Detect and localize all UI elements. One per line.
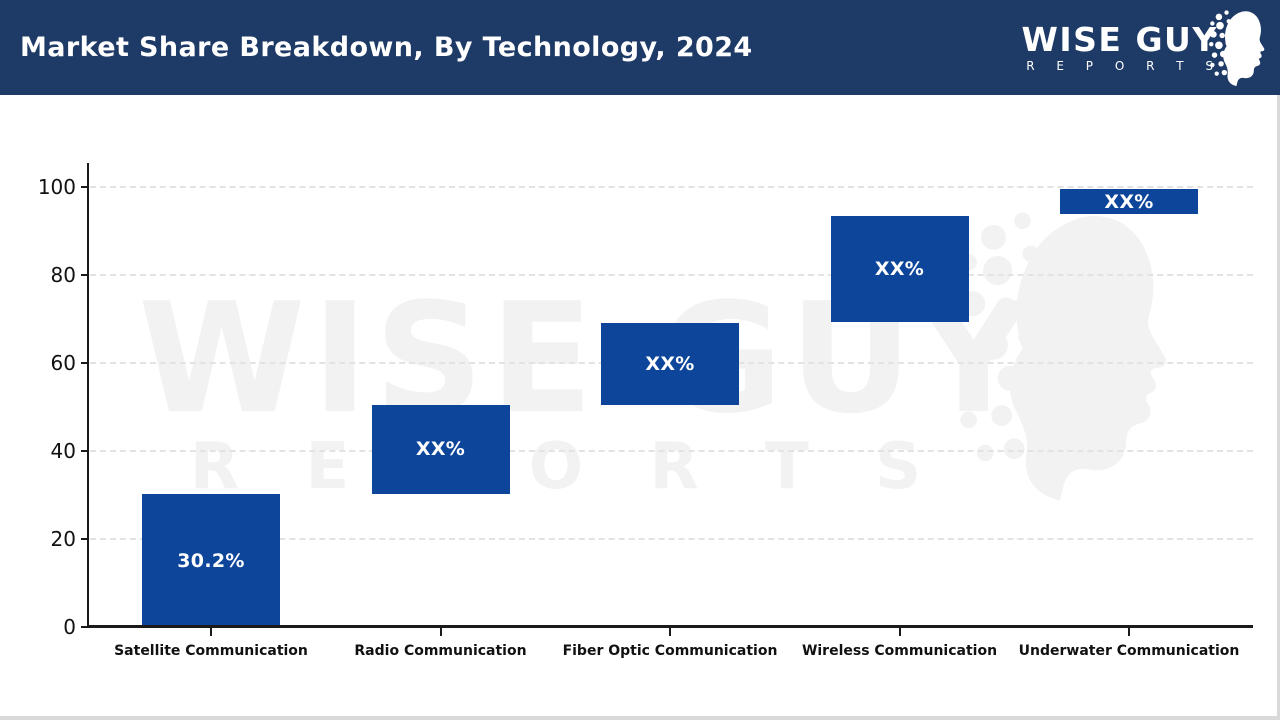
bar-1: 30.2% bbox=[142, 494, 280, 627]
y-tick-mark bbox=[81, 186, 88, 188]
y-tick-mark bbox=[81, 538, 88, 540]
bar-value-label: XX% bbox=[645, 352, 695, 375]
x-axis-line bbox=[87, 625, 1253, 628]
gridline-80 bbox=[90, 274, 1253, 276]
bar-3: XX% bbox=[601, 322, 739, 405]
y-tick-label: 100 bbox=[37, 175, 76, 199]
watermark-subtext: R E P O R T S bbox=[190, 430, 944, 504]
bar-value-label: XX% bbox=[1104, 190, 1154, 213]
y-tick-label: 80 bbox=[50, 263, 76, 287]
logo-wordmark: WISE GUY bbox=[1021, 19, 1218, 59]
gridline-100 bbox=[90, 186, 1253, 188]
y-tick-mark bbox=[81, 362, 88, 364]
y-tick-label: 60 bbox=[50, 351, 76, 375]
y-tick-label: 40 bbox=[50, 439, 76, 463]
gridline-40 bbox=[90, 450, 1253, 452]
x-category-label: Fiber Optic Communication bbox=[562, 643, 778, 659]
x-category-label: Radio Communication bbox=[354, 643, 527, 659]
x-tick-mark bbox=[898, 628, 901, 636]
bar-5: XX% bbox=[1060, 189, 1198, 214]
page-right-border bbox=[1277, 95, 1280, 720]
logo-subtitle: R E P O R T S bbox=[1026, 59, 1222, 74]
x-category-label: Underwater Communication bbox=[1018, 643, 1240, 659]
gridline-20 bbox=[90, 538, 1253, 540]
wise-guy-logo: WISE GUY R E P O R T S bbox=[1017, 7, 1268, 89]
x-tick-mark bbox=[1128, 628, 1130, 636]
bar-value-label: 30.2% bbox=[177, 549, 245, 572]
page-title: Market Share Breakdown, By Technology, 2… bbox=[20, 32, 753, 63]
bar-2: XX% bbox=[371, 404, 510, 495]
y-axis-line bbox=[87, 163, 89, 625]
x-tick-mark bbox=[669, 628, 671, 636]
y-tick-mark bbox=[81, 450, 88, 452]
x-category-label: Wireless Communication bbox=[801, 643, 998, 659]
y-tick-label: 0 bbox=[63, 615, 76, 639]
header-bar: Market Share Breakdown, By Technology, 2… bbox=[0, 0, 1280, 95]
logo-text: WISE GUY R E P O R T S bbox=[1017, 19, 1222, 74]
y-tick-label: 20 bbox=[50, 527, 76, 551]
watermark-face-icon bbox=[956, 212, 1167, 501]
page-bottom-border bbox=[0, 716, 1280, 720]
x-tick-mark bbox=[439, 628, 442, 636]
bar-value-label: XX% bbox=[415, 438, 466, 461]
bar-value-label: XX% bbox=[874, 258, 925, 281]
plot-area: WISE GUY R E P O R T S 0 20 40 60 80 100 30.2%… bbox=[0, 95, 1280, 720]
logo-face-icon bbox=[1209, 10, 1265, 87]
y-tick-mark bbox=[81, 274, 88, 276]
y-tick-mark bbox=[81, 626, 88, 628]
bar-4: XX% bbox=[830, 216, 969, 323]
x-category-label: Satellite Communication bbox=[114, 643, 308, 659]
x-tick-mark bbox=[210, 628, 212, 636]
